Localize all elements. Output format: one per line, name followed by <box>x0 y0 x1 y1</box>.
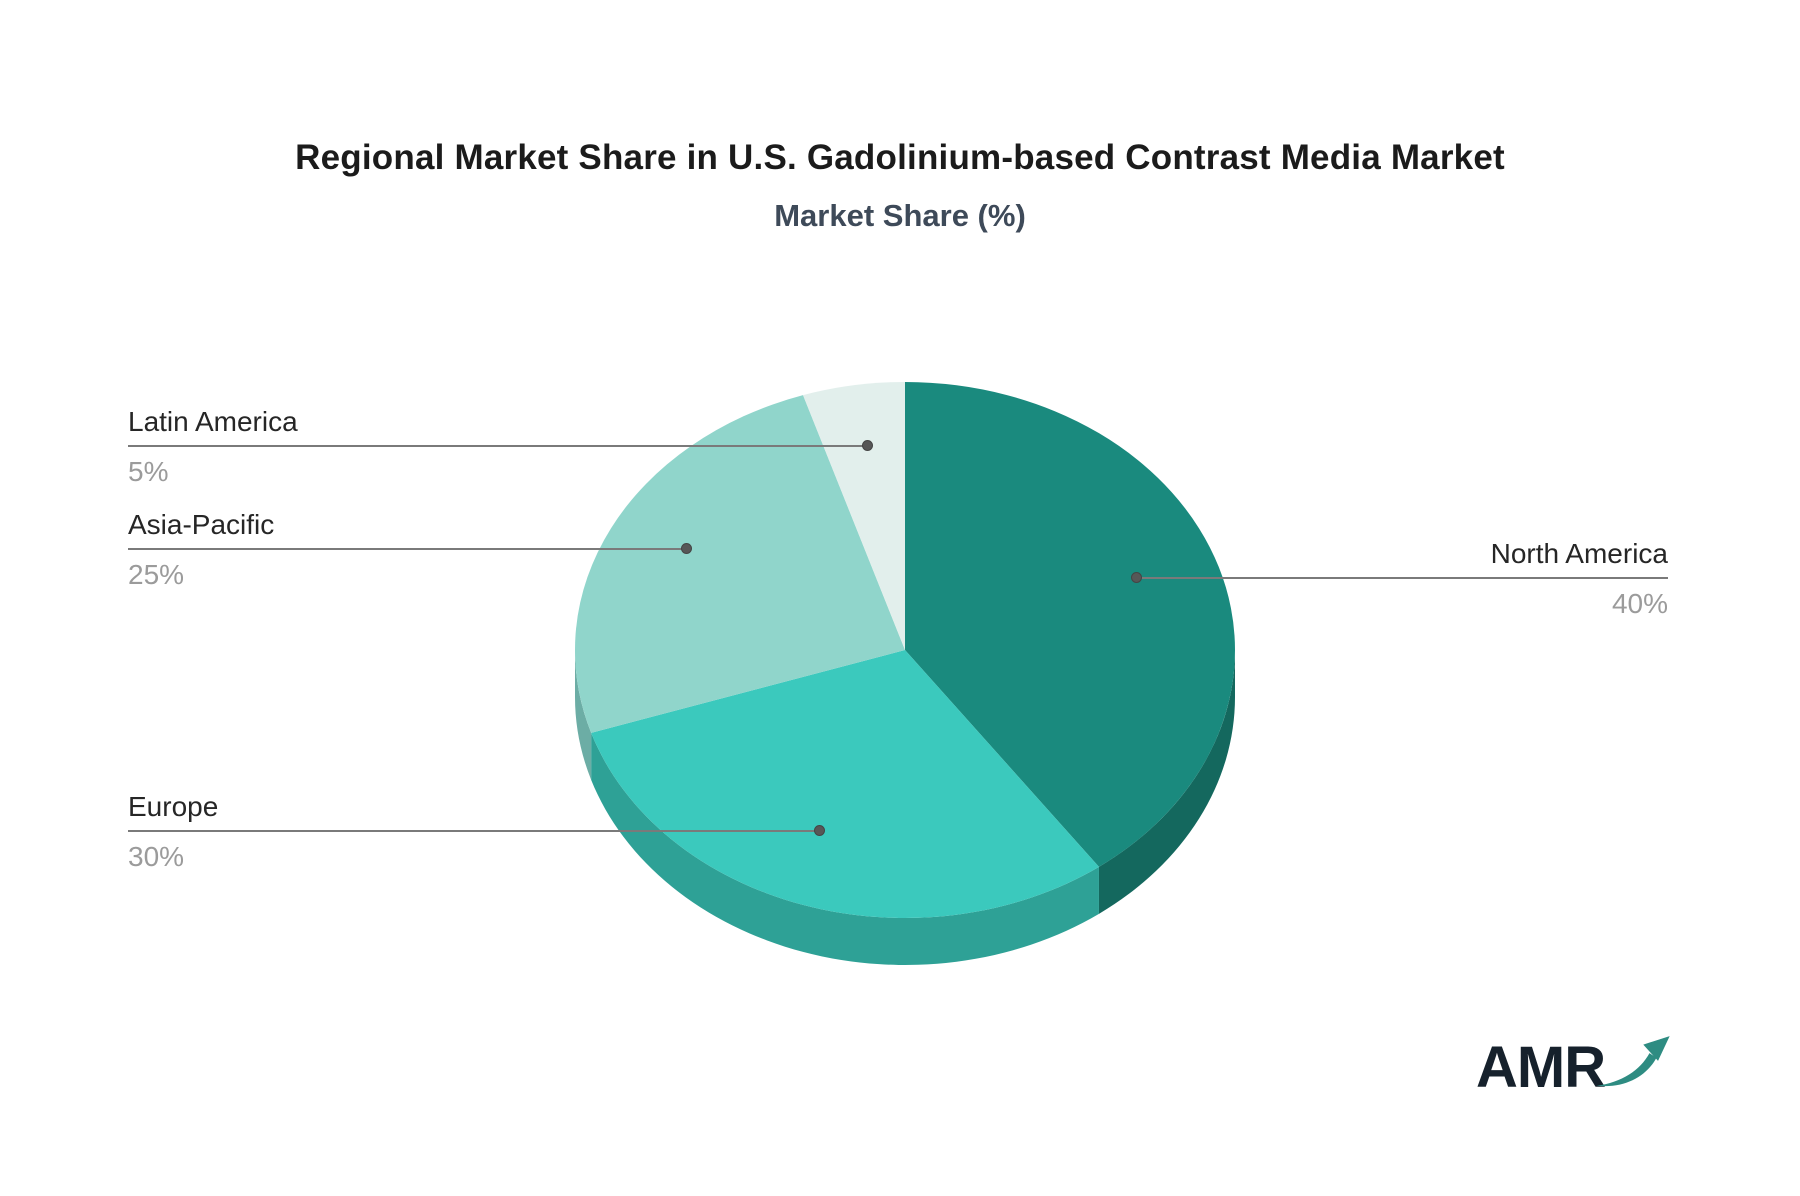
leader-dot <box>814 825 825 836</box>
chart-subtitle: Market Share (%) <box>774 198 1026 233</box>
logo-text: AMR <box>1476 1035 1606 1100</box>
pie-wall-north-america <box>1098 650 1235 914</box>
amr-logo: AMR <box>1476 1033 1673 1099</box>
slice-label: Europe <box>128 791 219 822</box>
pie-slice-asia-pacific[interactable] <box>575 395 905 733</box>
label-group-europe: Europe 30% <box>128 791 825 873</box>
leader-line <box>128 543 692 554</box>
label-group-north-america: North America 40% <box>1131 538 1668 620</box>
pie-wall-asia-pacific <box>575 650 592 780</box>
pie-slice-latin-america[interactable] <box>803 382 905 650</box>
pie-wall-europe <box>591 732 1099 965</box>
slice-percent: 25% <box>128 559 185 590</box>
leader-line <box>128 825 825 836</box>
slice-percent: 30% <box>128 841 185 872</box>
leader-line <box>128 440 873 451</box>
leader-dot <box>862 440 873 451</box>
leader-dot <box>681 543 692 554</box>
growth-arrow-icon <box>1596 1036 1670 1087</box>
pie-slice-europe[interactable] <box>591 650 1099 918</box>
slice-percent: 40% <box>1611 588 1668 619</box>
label-group-latin-america: Latin America 5% <box>128 406 873 488</box>
leader-dot <box>1131 572 1142 583</box>
leader-line <box>1131 572 1668 583</box>
page-title: Regional Market Share in U.S. Gadolinium… <box>295 138 1505 177</box>
pie-slice-north-america[interactable] <box>905 382 1235 867</box>
slice-percent: 5% <box>128 456 169 487</box>
slice-label: Asia-Pacific <box>128 509 275 540</box>
slice-label: North America <box>1490 538 1668 569</box>
slice-label: Latin America <box>128 406 298 437</box>
label-group-asia-pacific: Asia-Pacific 25% <box>128 509 692 591</box>
